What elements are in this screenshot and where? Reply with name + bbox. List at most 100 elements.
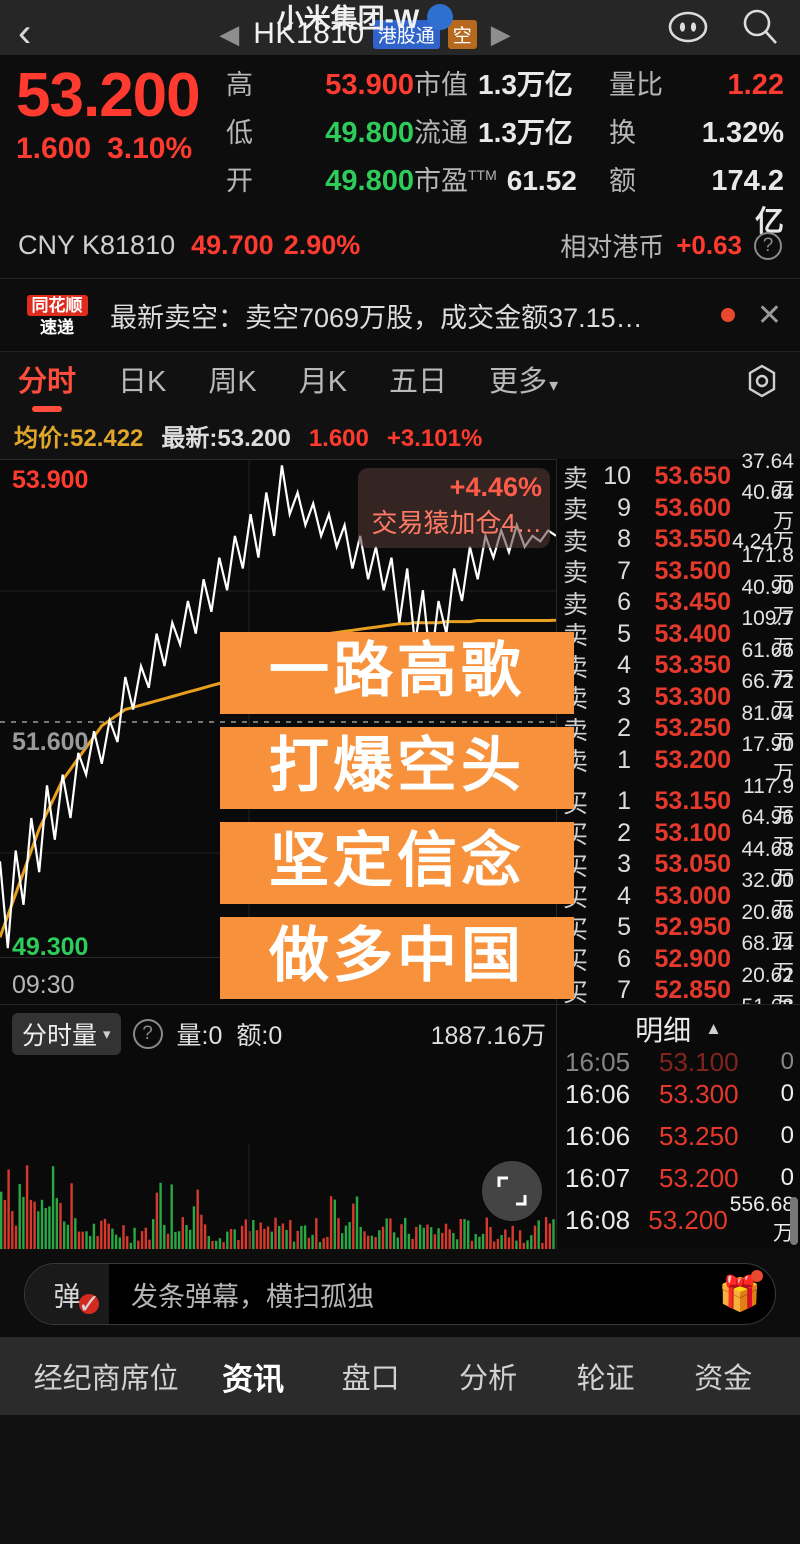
volume-bar	[263, 1228, 266, 1249]
tab-daily-k[interactable]: 日K	[118, 366, 167, 398]
volume-bar	[66, 1224, 70, 1249]
search-icon[interactable]	[738, 7, 782, 47]
chevron-down-icon: ▾	[103, 1026, 111, 1043]
verified-badge-icon	[427, 3, 454, 30]
gift-icon[interactable]: 🎁	[719, 1270, 763, 1314]
ths-logo-icon: 同花顺 速递	[18, 289, 96, 341]
detail-row: 16:07 53.200 0	[557, 1157, 800, 1199]
detail-time: 16:05	[565, 1051, 631, 1073]
volume-bar	[133, 1227, 136, 1249]
tab-fenshi[interactable]: 分时	[18, 358, 76, 414]
volume-bar	[226, 1231, 229, 1249]
nav-broker-seats[interactable]: 经纪商席位	[33, 1363, 179, 1395]
volume-panel[interactable]: 分时量 ▾ ? 量:0 额:0 1887.16万	[0, 1005, 556, 1249]
detail-header[interactable]: 明细 ▲	[557, 1005, 800, 1051]
high-value: 53.900	[325, 69, 414, 101]
volume-bar	[300, 1225, 303, 1249]
order-book-row[interactable]: 卖 10 53.650 37.64万	[557, 450, 800, 502]
volume-bar	[140, 1231, 144, 1249]
nav-orderbook[interactable]: 盘口	[341, 1363, 400, 1395]
close-icon[interactable]: ✕	[756, 298, 782, 332]
caret-up-icon[interactable]: ▲	[705, 1019, 722, 1038]
promo-overlay-banners: 一路高歌 打爆空头 坚定信念 做多中国	[220, 632, 574, 1012]
volume-bar	[22, 1196, 25, 1249]
question-circle-icon[interactable]: ?	[754, 231, 782, 260]
order-book-row[interactable]: 买 4 53.000 32.00万	[557, 869, 800, 921]
volume-bar	[33, 1201, 36, 1249]
open-row: 开 49.800	[226, 159, 414, 207]
question-circle-icon[interactable]: ?	[132, 1019, 163, 1049]
order-book[interactable]: 卖 10 53.650 37.64万卖 9 53.600 40.64万卖 8 53.550 4.2…	[556, 450, 800, 1110]
order-volume: 117.9万	[743, 774, 794, 827]
cny-label: CNY K81810	[18, 230, 176, 260]
danmu-toggle[interactable]: 弹 ✓	[25, 1264, 109, 1324]
order-book-row[interactable]: 卖 6 53.450 40.90万	[557, 576, 800, 628]
detail-row: 16:06 53.300 0	[557, 1073, 800, 1115]
news-text[interactable]: 最新卖空：卖空7069万股，成交金额37.15…	[110, 302, 643, 333]
volume-bar	[203, 1224, 207, 1249]
order-volume: 20.66万	[741, 900, 794, 953]
detail-volume: 0	[780, 1051, 794, 1073]
order-price: 53.200	[654, 745, 731, 774]
volume-bar	[474, 1234, 477, 1249]
stock-code-row: ◀ HK1810 港股通 空 ▶	[213, 17, 516, 51]
order-price: 53.400	[654, 619, 731, 648]
volume-bar	[289, 1220, 292, 1249]
order-book-row[interactable]: 买 1 53.150 117.9万	[557, 775, 800, 827]
order-side: 卖	[563, 496, 589, 525]
volume-bar	[385, 1218, 388, 1249]
order-book-row[interactable]: 卖 9 53.600 40.64万	[557, 481, 800, 533]
nav-funds[interactable]: 资金	[694, 1363, 753, 1395]
volume-bar	[96, 1236, 99, 1249]
volume-bar	[407, 1233, 411, 1249]
cny-quote-row[interactable]: CNY K81810 49.700 2.90% 相对港币 +0.63 ?	[0, 217, 800, 279]
volume-bar	[252, 1220, 255, 1249]
volume-bar	[155, 1192, 159, 1249]
volume-indicator-selector[interactable]: 分时量 ▾	[12, 1013, 121, 1055]
tab-monthly-k[interactable]: 月K	[298, 366, 348, 398]
stats-block: 量比 1.22 换 1.32% 额 174.2亿	[609, 63, 784, 238]
intraday-chart[interactable]: 53.900 51.600 49.300 09:30 +4.46% 交易猿加仓4…	[0, 459, 556, 1004]
stock-name-row: 小米集团-W	[64, 0, 666, 36]
stock-code: HK1810	[253, 17, 365, 50]
ai-assistant-icon[interactable]	[666, 7, 710, 47]
volume-bar	[478, 1236, 481, 1249]
volume-bar	[352, 1203, 355, 1249]
volume-bar	[237, 1239, 240, 1249]
volume-bar	[259, 1222, 262, 1249]
danmu-bar[interactable]: 弹 ✓ 发条弹幕，横扫孤独 🎁	[24, 1263, 776, 1325]
chart-settings-icon[interactable]	[742, 361, 782, 401]
fullscreen-icon[interactable]	[482, 1161, 542, 1221]
order-book-row[interactable]: 卖 5 53.400 109.7万	[557, 607, 800, 659]
danmu-input[interactable]: 发条弹幕，横扫孤独	[131, 1281, 374, 1312]
volume-header: 分时量 ▾ ? 量:0 额:0 1887.16万	[0, 1005, 556, 1055]
float-label: 流通	[414, 118, 468, 148]
news-ticker[interactable]: 同花顺 速递 最新卖空：卖空7069万股，成交金额37.15… ✕	[0, 279, 800, 351]
triangle-left-icon[interactable]: ◀	[219, 18, 240, 49]
volume-bar	[229, 1229, 233, 1249]
order-book-row[interactable]: 卖 8 53.550 4.24万	[557, 524, 800, 556]
legend-delta: 1.600	[308, 425, 369, 452]
volume-bar	[322, 1238, 325, 1249]
volume-bar	[344, 1225, 348, 1249]
volume-bar	[329, 1196, 333, 1249]
nav-warrants[interactable]: 轮证	[576, 1363, 635, 1395]
order-book-row[interactable]: 卖 7 53.500 171.8万	[557, 544, 800, 596]
back-button[interactable]: ‹	[18, 11, 32, 55]
order-book-row[interactable]: 买 5 52.950 20.66万	[557, 901, 800, 953]
tab-more[interactable]: 更多 ▾	[489, 358, 558, 414]
order-volume: 64.96万	[741, 806, 794, 859]
triangle-right-icon[interactable]: ▶	[490, 18, 511, 49]
trade-detail-panel[interactable]: 明细 ▲ 16:05 53.100 0 16:06 53.300 0 16:06 53.250…	[556, 1005, 800, 1249]
order-price: 53.350	[654, 651, 731, 680]
detail-time: 16:08	[565, 1204, 631, 1235]
tab-five-day[interactable]: 五日	[389, 366, 448, 398]
volume-bar	[285, 1229, 288, 1249]
order-book-row[interactable]: 卖 1 53.200 17.90万	[557, 733, 800, 785]
nav-news[interactable]: 资讯	[222, 1361, 285, 1397]
detail-scrollbar[interactable]	[790, 1197, 798, 1245]
tab-weekly-k[interactable]: 周K	[208, 366, 257, 398]
volume-bar	[85, 1231, 88, 1249]
order-index: 3	[617, 850, 631, 879]
nav-analysis[interactable]: 分析	[459, 1363, 518, 1395]
